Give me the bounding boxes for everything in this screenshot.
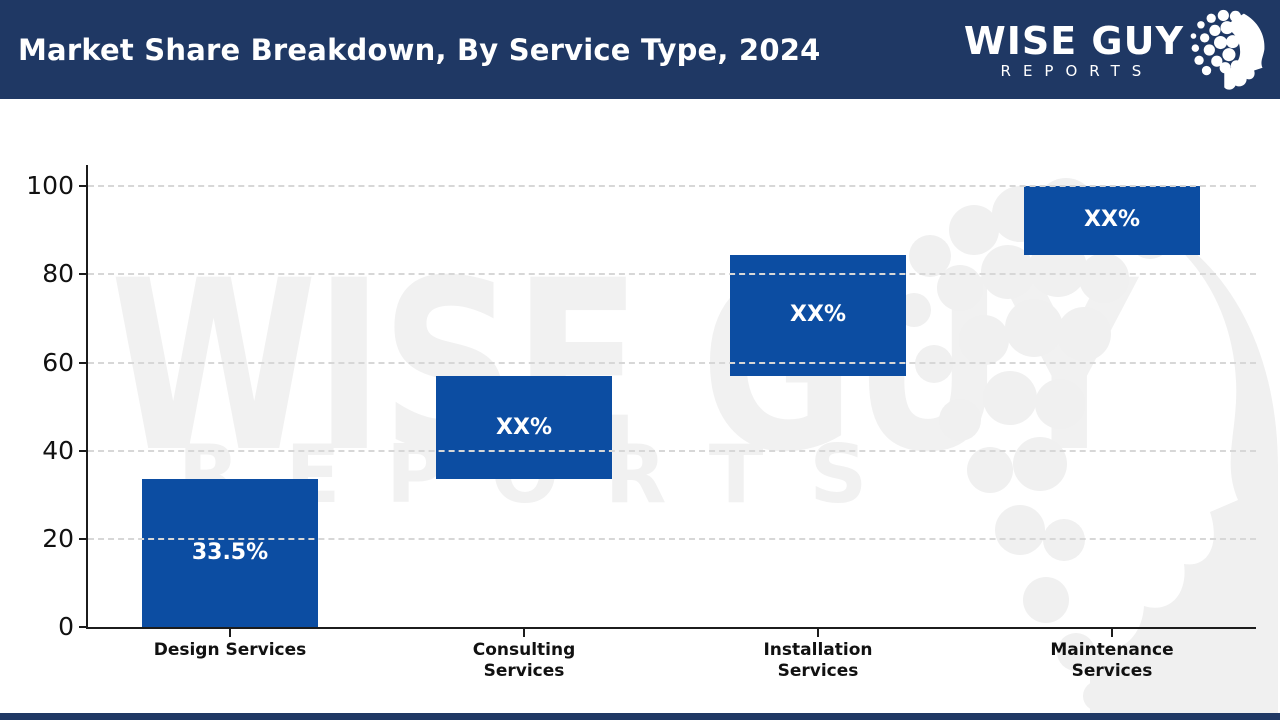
y-tick bbox=[79, 626, 88, 628]
x-tick bbox=[523, 628, 525, 637]
y-tick-label: 0 bbox=[58, 612, 74, 641]
y-tick-label: 100 bbox=[26, 171, 74, 201]
y-tick-label: 60 bbox=[42, 347, 74, 377]
y-tick-label: 20 bbox=[42, 523, 74, 553]
gridline bbox=[88, 273, 1256, 276]
x-tick bbox=[229, 628, 231, 637]
logo-head-icon bbox=[1190, 9, 1265, 90]
bar-value-label: 33.5% bbox=[191, 540, 269, 566]
bar-value-label: XX% bbox=[496, 414, 552, 440]
x-tick-label: Consulting Services bbox=[472, 640, 576, 681]
gridline bbox=[88, 449, 1256, 452]
bar-maintenance-services bbox=[1024, 186, 1200, 255]
x-tick-label: Maintenance Services bbox=[1050, 640, 1174, 681]
bar-consulting-services bbox=[436, 375, 612, 480]
x-axis bbox=[86, 627, 1256, 629]
bar-value-label: XX% bbox=[1084, 207, 1140, 233]
x-tick bbox=[817, 628, 819, 637]
page-title: Market Share Breakdown, By Service Type,… bbox=[18, 32, 821, 67]
gridline bbox=[88, 361, 1256, 364]
gridline bbox=[88, 185, 1256, 188]
y-tick-label: 40 bbox=[42, 435, 74, 465]
logo-sub-text: REPORTS bbox=[1000, 61, 1154, 80]
x-tick bbox=[1111, 628, 1113, 637]
logo-name-text: WISE GUY bbox=[963, 18, 1184, 63]
bar-design-services bbox=[142, 479, 318, 627]
y-axis bbox=[86, 165, 88, 629]
logo-wordmark: WISE GUY REPORTS bbox=[964, 21, 1184, 80]
footer-bar bbox=[0, 713, 1280, 720]
y-tick bbox=[79, 185, 88, 188]
brand-logo: WISE GUY REPORTS bbox=[964, 6, 1270, 94]
y-tick-label: 80 bbox=[42, 259, 74, 289]
y-tick bbox=[79, 361, 88, 364]
y-tick bbox=[79, 537, 88, 540]
x-tick-label: Design Services bbox=[153, 640, 307, 660]
gridline bbox=[88, 537, 1256, 540]
y-tick bbox=[79, 449, 88, 452]
y-tick bbox=[79, 273, 88, 276]
x-tick-label: Installation Services bbox=[763, 640, 873, 681]
header-bar: Market Share Breakdown, By Service Type,… bbox=[0, 0, 1280, 99]
bar-value-label: XX% bbox=[790, 302, 846, 328]
